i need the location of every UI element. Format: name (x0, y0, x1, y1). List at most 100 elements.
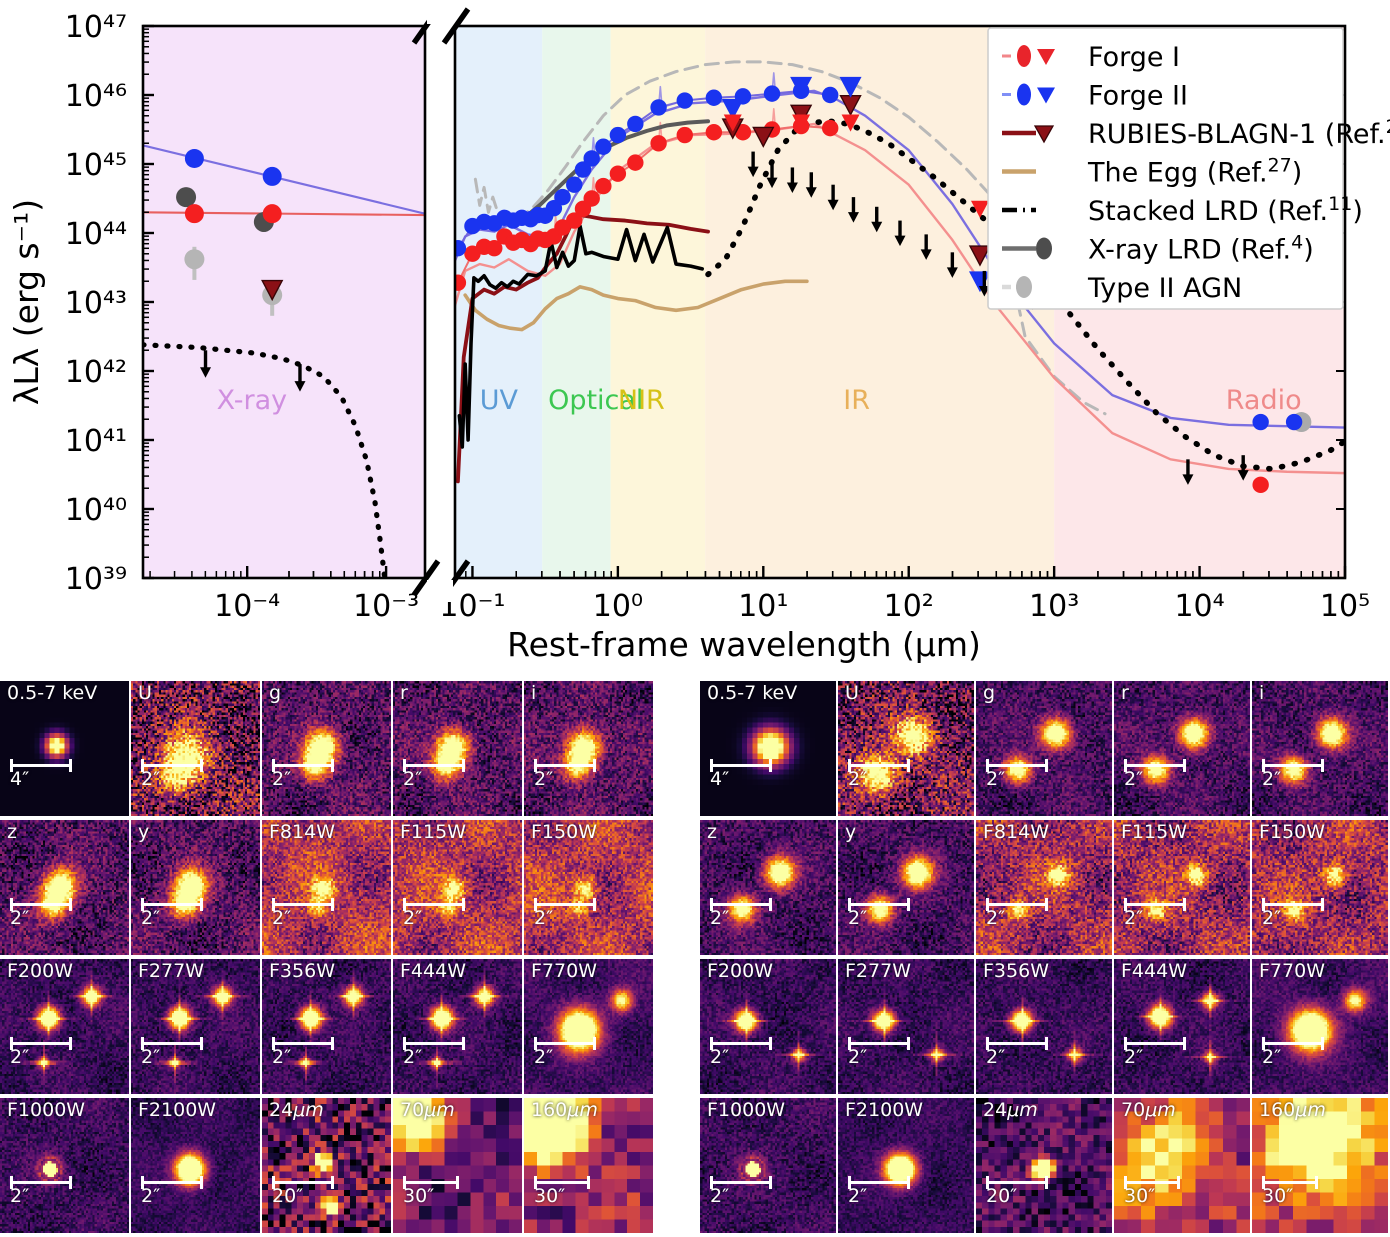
cutout-f277w: F277W 2″ (131, 959, 260, 1094)
cutout-band-label: F356W (983, 960, 1049, 982)
scale-bar: 2″ (848, 1037, 910, 1068)
cutout-band-label: z (7, 821, 17, 843)
cutout-band-label: z (707, 821, 717, 843)
cutout-band-label: F2100W (845, 1099, 924, 1121)
forge-ii-point-10 (545, 199, 563, 217)
cutout-f1000w: F1000W 2″ (700, 1098, 836, 1233)
stacked-lrd-arrow-3 (805, 172, 817, 198)
cutout-band-label: y (138, 821, 150, 843)
legend-marker-circle-1 (1017, 83, 1031, 106)
band-label-nir: NIR (618, 385, 665, 416)
forge-i-xray-point-1 (262, 204, 282, 224)
forge-ii-point-0 (455, 239, 467, 257)
scale-bar: 2″ (710, 898, 772, 929)
cutout-band-label: U (138, 682, 152, 704)
cutout-band-label: 160μm (1259, 1099, 1326, 1121)
stacked-lrd-arrow-9 (946, 252, 958, 278)
cutout-band-label: 24μm (983, 1099, 1038, 1121)
scale-bar: 30″ (1124, 1176, 1180, 1207)
cutout-y: y 2″ (838, 820, 974, 955)
forge-ii-point-11 (554, 188, 571, 206)
scale-bar: 30″ (534, 1176, 590, 1207)
cutout-70m: 70μm 30″ (393, 1098, 522, 1233)
forge-ii-point-16 (609, 126, 627, 144)
scale-bar: 4″ (10, 759, 72, 790)
xray-lrd-point-0 (176, 187, 197, 208)
scale-bar: 30″ (403, 1176, 459, 1207)
rubies-xray-upper-limit (261, 279, 284, 302)
scale-bar: 2″ (1124, 1037, 1186, 1068)
scale-bar: 2″ (1262, 1037, 1324, 1068)
right-panel-data (455, 60, 1345, 494)
forge-i-upper-limit-2 (841, 114, 860, 132)
cutout-24m: 24μm 20″ (976, 1098, 1112, 1233)
forge-i-point-19 (676, 126, 693, 144)
cutout-band-label: F200W (707, 960, 773, 982)
scale-bar: 2″ (403, 898, 465, 929)
cutout-row-4: F1000W 2″ F2100W 2″ 24μm 20″ 70μm 30″ 160μm 30″ (0, 1098, 655, 1233)
scale-bar: 2″ (10, 1037, 72, 1068)
band-region-x-ray (143, 26, 425, 578)
cutout-f770w: F770W 2″ (524, 959, 653, 1094)
band-region-nir (610, 26, 706, 578)
forge-i-point-14 (583, 190, 600, 207)
y-tick-label-7: 10⁴⁰ (65, 493, 127, 528)
cutout-band-label: F444W (1121, 960, 1187, 982)
cutout-f770w: F770W 2″ (1252, 959, 1388, 1094)
cutout-band-label: F814W (269, 821, 335, 843)
cutout-row-3: F200W 2″ F277W 2″ F356W 2″ F444W 2″ F770W 2″ (0, 959, 655, 1094)
stacked-lrd-arrow-12 (1237, 455, 1249, 481)
cutout-band-label: r (1121, 682, 1129, 704)
cutout-f2100w: F2100W 2″ (838, 1098, 974, 1233)
cutout-f200w: F200W 2″ (700, 959, 836, 1094)
scale-bar: 2″ (986, 759, 1048, 790)
stacked-lrd-arrow-6 (871, 206, 883, 233)
scale-bar: 20″ (272, 1176, 334, 1207)
forge-ii-upper-limit-1 (790, 76, 813, 98)
forge-i-point-0 (455, 274, 467, 291)
axis-break-3 (441, 7, 471, 45)
cutout-band-label: F150W (531, 821, 597, 843)
scale-bar: 2″ (10, 1176, 72, 1207)
forge-ii-point-17 (627, 115, 644, 133)
scale-bar: 2″ (10, 898, 72, 929)
y-tick-label-1: 10⁴⁶ (65, 79, 127, 114)
forge-i-point-20 (705, 124, 723, 141)
type2-agn-point-0 (184, 249, 205, 270)
legend-item-6: Type II AGN (1002, 273, 1242, 304)
cutout-f1000w: F1000W 2″ (0, 1098, 129, 1233)
forge-i-upper-limit-0 (723, 114, 742, 132)
band-label-ir: IR (843, 385, 870, 416)
stacked-lrd-arrow-8 (920, 234, 932, 260)
cutout-group-source-2: 0.5-7 keV 4″ U 2″ g 2″ r 2″ i 2″ z 2″ y 2″ F814W 2″ F115… (700, 681, 1390, 1237)
sed-figure: X-ray UV Optical NIR IR Radio 10⁴⁷ 10⁴⁶ 10⁴⁵ 10⁴⁴… (7, 7, 1390, 664)
scale-bar: 4″ (710, 759, 772, 790)
forge-ii-point-20 (705, 89, 723, 106)
cutout-y: y 2″ (131, 820, 260, 955)
forge-ii-radio-point (1252, 413, 1269, 431)
the-egg-sed (463, 279, 809, 332)
cutout-band-label: F150W (1259, 821, 1325, 843)
forge-ii-upper-limit-2 (839, 76, 862, 98)
scale-bar: 2″ (1124, 759, 1186, 790)
stacked-lrd-arrow-5 (847, 197, 859, 223)
axis-break-gap-bottom (427, 580, 453, 602)
scale-bar: 2″ (848, 759, 910, 790)
rubies-upper-limit-1 (752, 126, 775, 148)
cutout-f814w: F814W 2″ (976, 820, 1112, 955)
stacked-lrd-xray-limit (143, 342, 388, 578)
scale-bar: 2″ (272, 898, 334, 929)
cutout-band-label: F1000W (7, 1099, 86, 1121)
cutout-f356w: F356W 2″ (976, 959, 1112, 1094)
cutout-band-label: 70μm (1121, 1099, 1176, 1121)
forge-ii-point-12 (566, 176, 583, 193)
cutout-0.5-7kev: 0.5-7 keV 4″ (700, 681, 836, 816)
cutout-f115w: F115W 2″ (393, 820, 522, 955)
legend-box (987, 27, 1344, 310)
cutout-i: i 2″ (1252, 681, 1388, 816)
forge-i-point-24 (821, 119, 839, 137)
scale-bar: 2″ (403, 759, 465, 790)
forge-ii-point-24 (821, 86, 839, 104)
cutout-band-label: F356W (269, 960, 335, 982)
forge-ii-point-15 (595, 138, 612, 155)
